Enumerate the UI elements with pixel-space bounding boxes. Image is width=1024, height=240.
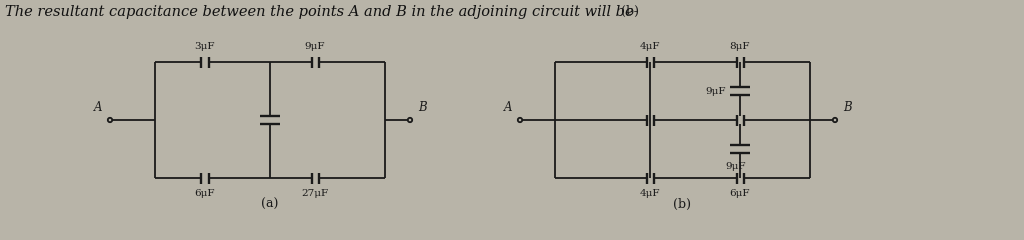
Text: 3μF: 3μF [195, 42, 215, 51]
Text: 9μF: 9μF [305, 42, 326, 51]
Text: The resultant capacitance between the points A and B in the adjoining circuit wi: The resultant capacitance between the po… [5, 5, 639, 19]
Text: 9μF: 9μF [726, 162, 746, 171]
Text: 6μF: 6μF [195, 189, 215, 198]
Text: A: A [504, 101, 512, 114]
Text: (a): (a) [261, 198, 279, 211]
Text: (b): (b) [674, 198, 691, 211]
Text: 9μF: 9μF [706, 86, 726, 96]
Text: A: A [94, 101, 102, 114]
Text: 6μF: 6μF [730, 189, 751, 198]
Text: B: B [418, 101, 426, 114]
Text: (b): (b) [621, 5, 639, 18]
Text: 8μF: 8μF [730, 42, 751, 51]
Text: 4μF: 4μF [640, 42, 660, 51]
Text: 4μF: 4μF [640, 189, 660, 198]
Text: 27μF: 27μF [301, 189, 329, 198]
Text: B: B [843, 101, 851, 114]
